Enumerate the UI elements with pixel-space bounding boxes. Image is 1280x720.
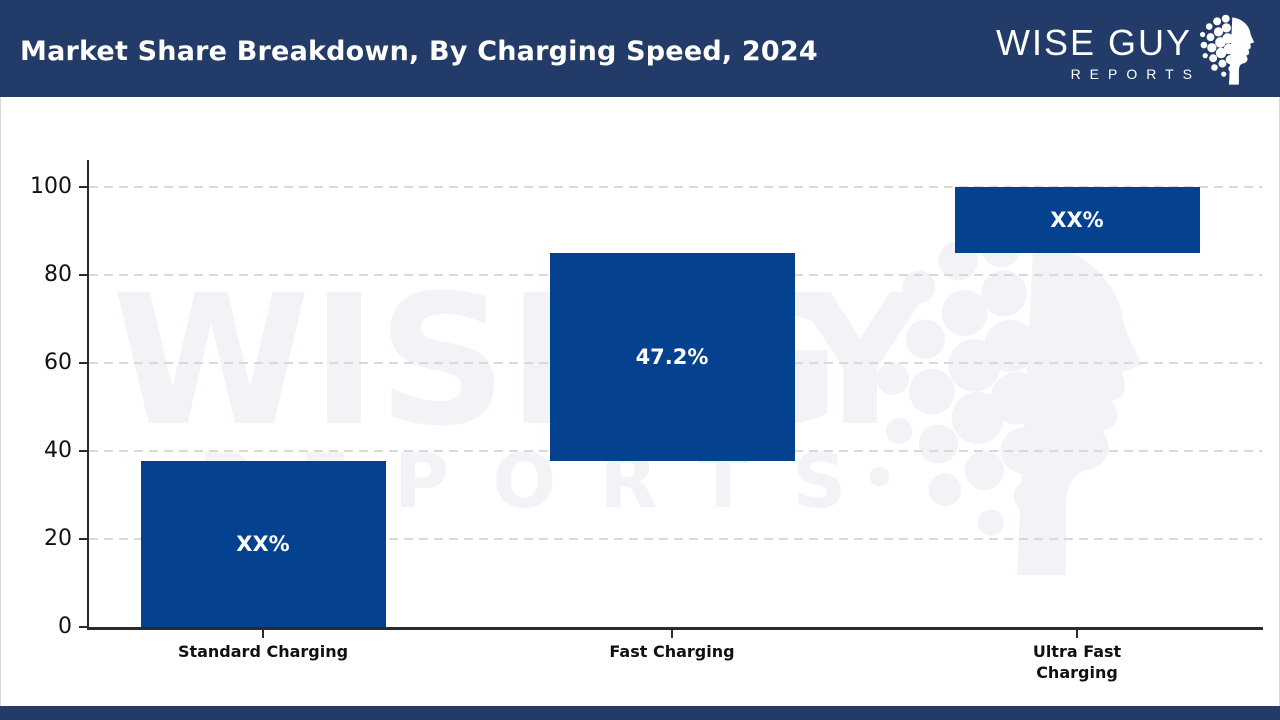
gridline-20 — [89, 538, 1262, 540]
brand-face-icon — [1196, 14, 1262, 92]
chart-title: Market Share Breakdown, By Charging Spee… — [20, 36, 818, 67]
x-tick-3 — [1076, 630, 1078, 638]
gridline-100 — [89, 186, 1262, 188]
bar-value-label: 47.2% — [635, 344, 709, 369]
x-category-label: Ultra Fast Charging — [1033, 641, 1121, 683]
y-tick-60 — [79, 362, 87, 364]
y-tick-80 — [79, 274, 87, 276]
y-tick-100 — [79, 186, 87, 188]
y-tick-40 — [79, 450, 87, 452]
x-category-label: Standard Charging — [178, 641, 348, 662]
y-tick-label: 60 — [44, 350, 72, 375]
bar-1: XX% — [140, 460, 386, 627]
x-tick-1 — [262, 630, 264, 638]
x-category-label-line: Charging — [1036, 663, 1118, 682]
header-bar: Market Share Breakdown, By Charging Spee… — [0, 0, 1280, 97]
y-tick-label: 100 — [30, 174, 72, 199]
brand-logo: WISE GUY REPORTS — [996, 14, 1262, 92]
x-category-label-line: Fast Charging — [609, 642, 735, 661]
y-tick-label: 0 — [58, 614, 72, 639]
x-category-label: Fast Charging — [609, 641, 734, 662]
y-tick-label: 40 — [44, 438, 72, 463]
y-tick-20 — [79, 538, 87, 540]
x-axis-line — [87, 627, 1263, 630]
x-tick-2 — [671, 630, 673, 638]
footer-bar — [0, 706, 1280, 720]
y-tick-label: 20 — [44, 526, 72, 551]
bar-value-label: XX% — [1050, 208, 1104, 232]
x-category-label-line: Standard Charging — [177, 642, 349, 661]
bar-3: XX% — [954, 187, 1200, 253]
y-tick-0 — [79, 626, 87, 628]
brand-name: WISE GUY — [995, 21, 1192, 63]
brand-subname: REPORTS — [1070, 65, 1201, 82]
brand-text: WISE GUY REPORTS — [995, 21, 1192, 81]
y-axis-line — [87, 160, 89, 629]
x-category-label-line: Ultra Fast — [1032, 642, 1122, 661]
bar-2: 47.2% — [549, 253, 795, 461]
y-tick-label: 80 — [44, 262, 72, 287]
bar-value-label: XX% — [236, 531, 290, 556]
